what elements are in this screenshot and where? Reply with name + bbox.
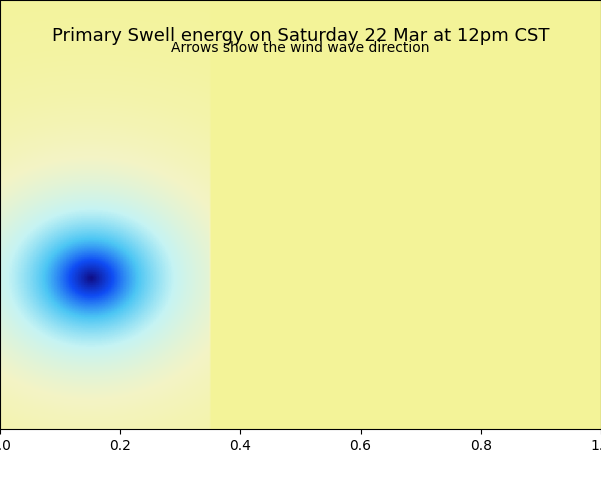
Text: Primary Swell energy on Saturday 22 Mar at 12pm CST: Primary Swell energy on Saturday 22 Mar … [52, 27, 549, 45]
Text: Arrows show the wind wave direction: Arrows show the wind wave direction [171, 41, 430, 56]
